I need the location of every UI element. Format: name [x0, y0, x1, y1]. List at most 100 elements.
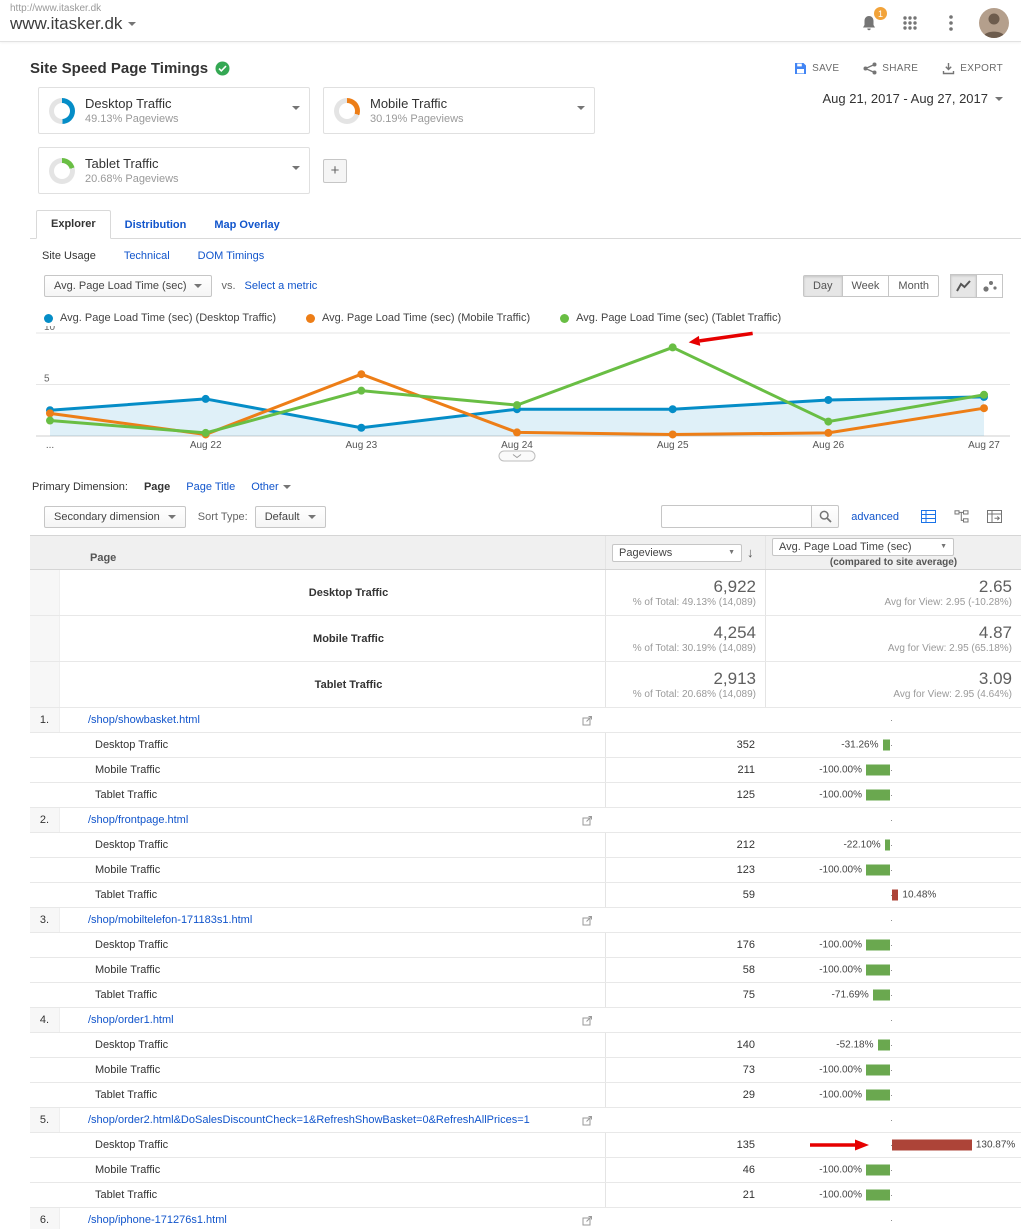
pageviews-value: 58 — [742, 964, 755, 976]
delta-label: -100.00% — [819, 964, 862, 976]
primary-dimension-page-title[interactable]: Page Title — [186, 481, 236, 493]
date-range-selector[interactable]: Aug 21, 2017 - Aug 27, 2017 — [822, 91, 1003, 106]
timeseries-chart: 5 10... Aug 22 Aug 23 Aug 24 Aug 25 Aug 26 Aug … — [32, 322, 1021, 469]
open-page-icon[interactable] — [582, 1115, 593, 1126]
delta-label: -100.00% — [819, 789, 862, 801]
granularity-month-button[interactable]: Month — [888, 275, 939, 297]
bell-icon — [863, 16, 875, 31]
save-label: SAVE — [812, 63, 840, 74]
segment-card-mobile-traffic[interactable]: Mobile Traffic 30.19% Pageviews — [323, 87, 595, 134]
share-button[interactable]: SHARE — [863, 62, 918, 75]
segment-label: Mobile Traffic — [95, 1064, 161, 1076]
segment-sub-row: Desktop Traffic 176 -100.00% — [30, 933, 1021, 958]
comparison-view-button[interactable] — [950, 507, 972, 526]
subtab-technical[interactable]: Technical — [123, 250, 170, 262]
tab-map-overlay[interactable]: Map Overlay — [214, 219, 280, 231]
segment-detail: 20.68% Pageviews — [85, 173, 179, 185]
segment-sub-row: Tablet Traffic 125 -100.00% — [30, 783, 1021, 808]
open-page-icon[interactable] — [582, 915, 593, 926]
segment-label: Tablet Traffic — [95, 889, 158, 901]
save-button[interactable]: SAVE — [794, 62, 839, 75]
subtab-site-usage[interactable]: Site Usage — [42, 250, 96, 262]
segment-card-desktop-traffic[interactable]: Desktop Traffic 49.13% Pageviews — [38, 87, 310, 134]
table-body: Desktop Traffic 6,922% of Total: 49.13% (… — [30, 570, 1021, 1229]
add-segment-button[interactable]: + — [323, 158, 347, 183]
chart-canvas[interactable]: 5 10... Aug 22 Aug 23 Aug 24 Aug 25 Aug 26 Aug … — [32, 322, 1010, 464]
summary-row-desktop-traffic: Desktop Traffic 6,922% of Total: 49.13% (… — [30, 570, 1021, 616]
secondary-dimension-dropdown[interactable]: Secondary dimension — [44, 505, 186, 528]
chevron-down-icon[interactable] — [292, 97, 300, 115]
page-link[interactable]: /shop/iphone-171276s1.html — [88, 1214, 227, 1226]
page-row: 6. /shop/iphone-171276s1.html — [30, 1208, 1021, 1229]
svg-text:5: 5 — [44, 374, 50, 385]
delta-bar — [866, 864, 890, 876]
page-link[interactable]: /shop/showbasket.html — [88, 714, 200, 726]
primary-dimension-other[interactable]: Other — [251, 481, 291, 493]
svg-text:10: 10 — [44, 326, 56, 333]
segment-sub-row: Tablet Traffic 59 10.48% — [30, 883, 1021, 908]
avg-load-time: 4.87 — [978, 623, 1012, 643]
primary-dimension-page[interactable]: Page — [143, 481, 171, 493]
motion-chart-icon — [982, 281, 997, 292]
page-link[interactable]: /shop/order1.html — [88, 1014, 174, 1026]
delta-bar — [866, 789, 890, 801]
granularity-day-button[interactable]: Day — [802, 275, 843, 297]
subtab-dom-timings[interactable]: DOM Timings — [197, 250, 265, 262]
segment-card-tablet-traffic[interactable]: Tablet Traffic 20.68% Pageviews — [38, 147, 310, 194]
table-search-input[interactable] — [661, 505, 812, 528]
header-gutter — [30, 536, 60, 569]
account-selector[interactable]: www.itasker.dk — [10, 14, 137, 34]
delta-label: 130.87% — [975, 1139, 1016, 1151]
pivot-view-button[interactable] — [983, 507, 1005, 526]
chevron-down-icon[interactable] — [577, 97, 585, 115]
segment-label: Tablet Traffic — [95, 989, 158, 1001]
select-metric-link[interactable]: Select a metric — [244, 280, 318, 292]
summary-row-mobile-traffic: Mobile Traffic 4,254% of Total: 30.19% (1… — [30, 616, 1021, 662]
row-number: 4. — [30, 1008, 60, 1032]
pageviews-value: 125 — [736, 789, 755, 801]
export-button[interactable]: EXPORT — [942, 62, 1003, 75]
search-button[interactable] — [811, 505, 840, 528]
svg-text:...: ... — [46, 440, 54, 451]
pageviews-value: 140 — [736, 1039, 755, 1051]
open-page-icon[interactable] — [582, 1215, 593, 1226]
open-page-icon[interactable] — [582, 1015, 593, 1026]
granularity-week-button[interactable]: Week — [841, 275, 890, 297]
primary-dimension-bar: Primary Dimension: Page Page Title Other — [32, 481, 1021, 493]
tab-distribution[interactable]: Distribution — [124, 219, 187, 231]
summary-row-tablet-traffic: Tablet Traffic 2,913% of Total: 20.68% (1… — [30, 662, 1021, 708]
open-page-icon[interactable] — [582, 815, 593, 826]
chevron-down-icon — [995, 96, 1003, 101]
more-options-button[interactable] — [938, 10, 964, 36]
tab-explorer[interactable]: Explorer — [36, 210, 111, 239]
report-tabs: Explorer Distribution Map Overlay — [30, 210, 1021, 239]
sort-type-dropdown[interactable]: Default — [254, 505, 326, 528]
segment-sub-row: Mobile Traffic 211 -100.00% — [30, 758, 1021, 783]
delta-bar — [892, 1139, 972, 1151]
segment-sub-row: Desktop Traffic 212 -22.10% — [30, 833, 1021, 858]
open-page-icon[interactable] — [582, 715, 593, 726]
svg-text:Aug 24: Aug 24 — [501, 440, 533, 451]
motion-chart-view-button[interactable] — [976, 274, 1003, 298]
metric-selector-dropdown[interactable]: Avg. Page Load Time (sec) — [44, 275, 213, 297]
page-link[interactable]: /shop/order2.html&DoSalesDiscountCheck=1… — [88, 1114, 530, 1126]
apps-grid-button[interactable] — [897, 10, 923, 36]
table-view-button[interactable] — [917, 507, 939, 526]
share-icon — [863, 62, 877, 75]
vs-label: vs. — [221, 280, 236, 292]
segment-label: Mobile Traffic — [95, 764, 161, 776]
avatar[interactable] — [979, 8, 1009, 38]
row-gutter — [30, 616, 60, 661]
page-link[interactable]: /shop/frontpage.html — [88, 814, 189, 826]
advanced-search-link[interactable]: advanced — [851, 510, 899, 523]
notifications-button[interactable]: 1 — [856, 6, 888, 36]
pageviews-column-selector[interactable]: Pageviews ▼ — [612, 543, 742, 562]
row-gutter — [30, 662, 60, 707]
pageviews-value: 352 — [736, 739, 755, 751]
page-link[interactable]: /shop/mobiltelefon-171183s1.html — [88, 914, 253, 926]
chevron-down-icon[interactable] — [292, 157, 300, 175]
sort-descending-icon[interactable]: ↓ — [747, 545, 754, 560]
apps-grid-icon — [903, 16, 917, 30]
metric-column-selector[interactable]: Avg. Page Load Time (sec) ▼ — [772, 537, 954, 556]
line-chart-view-button[interactable] — [950, 274, 977, 298]
